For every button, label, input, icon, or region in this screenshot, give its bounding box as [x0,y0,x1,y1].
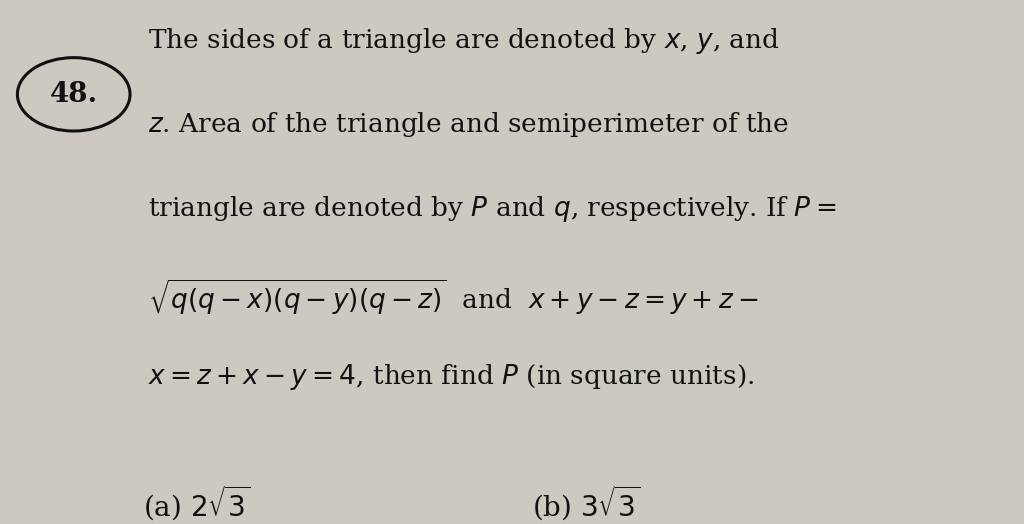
Text: triangle are denoted by $P$ and $q$, respectively. If $P=$: triangle are denoted by $P$ and $q$, res… [148,194,837,224]
Text: 48.: 48. [50,81,97,108]
Text: (a) $2\sqrt{3}$: (a) $2\sqrt{3}$ [143,483,251,522]
Text: (b) $3\sqrt{3}$: (b) $3\sqrt{3}$ [532,483,641,522]
Text: $z$. Area of the triangle and semiperimeter of the: $z$. Area of the triangle and semiperime… [148,110,790,139]
Text: The sides of a triangle are denoted by $x$, $y$, and: The sides of a triangle are denoted by $… [148,26,780,56]
Text: $\sqrt{q(q-x)(q-y)(q-z)}$  and  $x + y - z = y + z -$: $\sqrt{q(q-x)(q-y)(q-z)}$ and $x + y - z… [148,278,759,318]
Text: $x = z + x - y = 4$, then find $P$ (in square units).: $x = z + x - y = 4$, then find $P$ (in s… [148,362,755,391]
